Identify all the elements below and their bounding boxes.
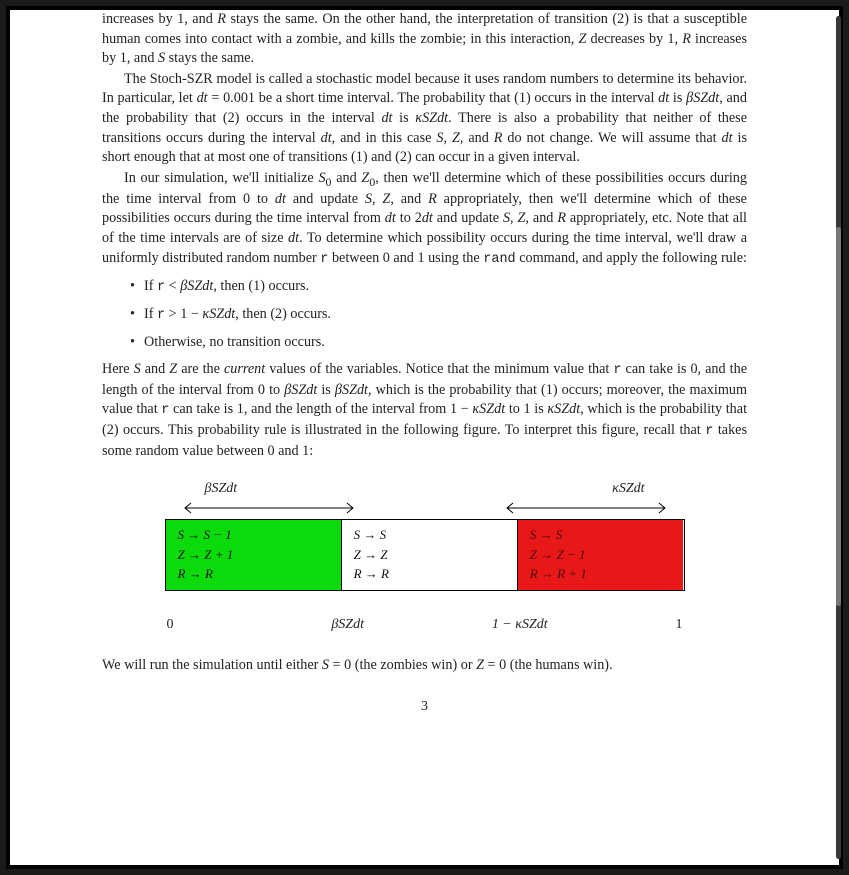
seg-line: S → S bbox=[354, 525, 505, 545]
diagram-axis-labels: 0 βSZdt 1 − κSZdt 1 bbox=[165, 615, 685, 634]
pdf-viewer-frame: increases by 1, and R stays the same. On… bbox=[6, 6, 843, 869]
rule-item-1: If r < βSZdt, then (1) occurs. bbox=[130, 277, 747, 298]
seg-line: Z → Z bbox=[354, 545, 505, 565]
paragraph-3: In our simulation, we'll initialize S0 a… bbox=[102, 169, 747, 270]
seg-line: R → R bbox=[178, 564, 329, 584]
axis-label: 0 bbox=[167, 615, 174, 634]
page-number: 3 bbox=[102, 697, 747, 716]
paragraph-5: We will run the simulation until either … bbox=[102, 656, 747, 676]
paragraph-4: Here S and Z are the current values of t… bbox=[102, 360, 747, 461]
document-page: increases by 1, and R stays the same. On… bbox=[10, 10, 839, 865]
rules-list: If r < βSZdt, then (1) occurs. If r > 1 … bbox=[130, 277, 747, 352]
segment-red: S → S Z → Z − 1 R → R + 1 bbox=[518, 520, 684, 590]
segment-green: S → S − 1 Z → Z + 1 R → R bbox=[166, 520, 342, 590]
vertical-scrollbar[interactable] bbox=[836, 16, 841, 859]
probability-diagram: βSZdt κSZdt S → S − 1 Z → Z + 1 bbox=[165, 479, 685, 634]
arrow-left-icon bbox=[179, 501, 359, 515]
seg-line: R → R bbox=[354, 564, 505, 584]
scrollbar-thumb[interactable] bbox=[836, 227, 841, 606]
axis-label: 1 bbox=[675, 615, 682, 634]
diagram-segments: S → S − 1 Z → Z + 1 R → R S → S Z → Z R … bbox=[165, 519, 685, 591]
arrow-right-icon bbox=[501, 501, 671, 515]
seg-line: S → S bbox=[530, 525, 672, 545]
axis-label: βSZdt bbox=[331, 615, 364, 634]
seg-line: R → R + 1 bbox=[530, 564, 672, 584]
paragraph-1: increases by 1, and R stays the same. On… bbox=[102, 10, 747, 69]
top-label-right: κSZdt bbox=[612, 479, 644, 498]
segment-white: S → S Z → Z R → R bbox=[342, 520, 518, 590]
rule-item-2: If r > 1 − κSZdt, then (2) occurs. bbox=[130, 305, 747, 326]
paragraph-2: The Stoch-SZR model is called a stochast… bbox=[102, 70, 747, 168]
diagram-arrows bbox=[165, 501, 685, 519]
seg-line: S → S − 1 bbox=[178, 525, 329, 545]
seg-line: Z → Z − 1 bbox=[530, 545, 672, 565]
axis-label: 1 − κSZdt bbox=[492, 615, 548, 634]
rule-item-3: Otherwise, no transition occurs. bbox=[130, 333, 747, 353]
top-label-left: βSZdt bbox=[205, 479, 238, 498]
diagram-top-labels: βSZdt κSZdt bbox=[165, 479, 685, 498]
seg-line: Z → Z + 1 bbox=[178, 545, 329, 565]
